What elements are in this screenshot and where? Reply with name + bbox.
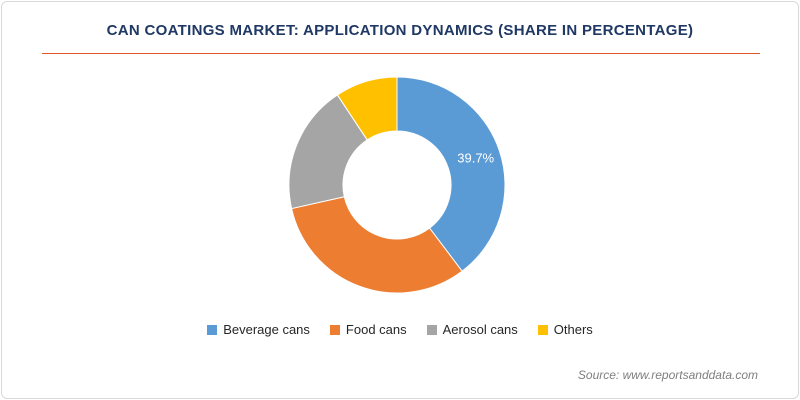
donut-chart: 39.7%	[2, 62, 798, 312]
slice-data-label: 39.7%	[457, 151, 494, 166]
legend-item-others: Others	[537, 322, 593, 337]
legend-label: Food cans	[345, 322, 407, 337]
legend-marker-icon	[329, 324, 340, 335]
legend-label: Others	[553, 322, 593, 337]
legend-marker-icon	[537, 324, 548, 335]
legend-marker-icon	[207, 324, 218, 335]
donut-slice-others	[336, 76, 398, 141]
source-text: Source: www.reportsanddata.com	[577, 368, 758, 382]
legend-item-aerosol-cans: Aerosol cans	[426, 322, 518, 337]
legend-label: Beverage cans	[223, 322, 310, 337]
donut-chart-svg: 39.7%	[288, 76, 506, 294]
legend-marker-icon	[426, 324, 437, 335]
donut-slice-beverage-cans	[396, 76, 506, 272]
donut-slice-aerosol-cans	[288, 94, 368, 210]
title-divider	[42, 53, 760, 54]
legend-item-beverage-cans: Beverage cans	[207, 322, 310, 337]
legend-item-food-cans: Food cans	[329, 322, 407, 337]
legend-label: Aerosol cans	[442, 322, 518, 337]
chart-title: CAN COATINGS MARKET: APPLICATION DYNAMIC…	[106, 22, 694, 39]
chart-legend: Beverage cans Food cans Aerosol cans Others	[2, 322, 798, 337]
donut-slice-food-cans	[291, 196, 463, 294]
